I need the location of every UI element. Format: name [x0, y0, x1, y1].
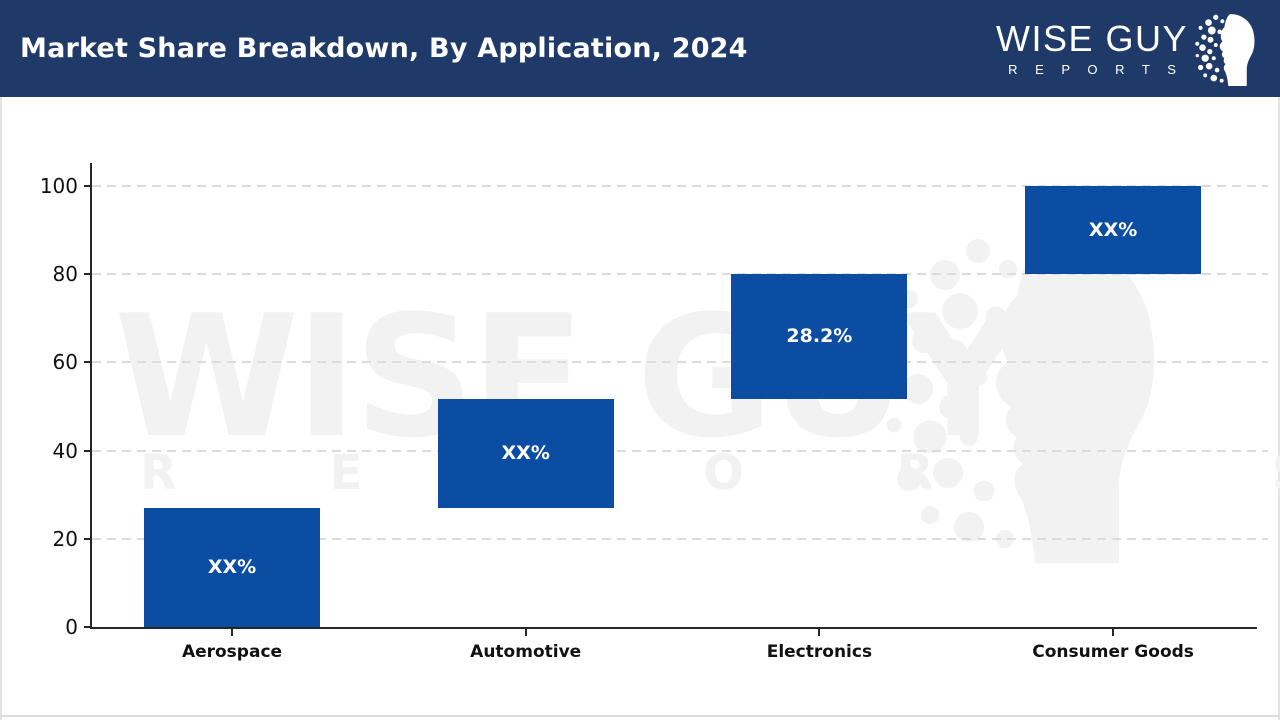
wiseguy-head-icon — [1195, 13, 1255, 86]
wiseguy-logo: WISE GUY R E P O R T S — [996, 8, 1258, 90]
ytick-label-100: 100 — [39, 174, 78, 198]
bar-value-label: XX% — [207, 556, 257, 579]
wiseguy-logo-wordmark: WISE GUY — [995, 17, 1188, 59]
watermark-head-icon — [885, 236, 1155, 563]
ytick-mark-0 — [84, 626, 92, 628]
ytick-label-80: 80 — [52, 262, 78, 287]
xtick-label-2: Electronics — [766, 642, 873, 662]
bar-value-label: XX% — [501, 442, 550, 465]
gridline-y80 — [92, 273, 1268, 276]
bar-aerospace: XX% — [144, 507, 320, 627]
bar-electronics: 28.2% — [731, 274, 908, 399]
footer-divider-line — [0, 715, 1280, 717]
xtick-mark-3 — [1112, 627, 1115, 636]
xtick-mark-0 — [231, 627, 233, 636]
ytick-mark-100 — [84, 185, 92, 187]
bar-automotive: XX% — [437, 398, 614, 508]
bar-value-label: 28.2% — [786, 325, 853, 348]
gridline-y20 — [92, 537, 1268, 540]
bar-consumer-goods: XX% — [1025, 186, 1202, 275]
ytick-label-40: 40 — [52, 438, 78, 463]
header-band: Market Share Breakdown, By Application, … — [0, 0, 1280, 97]
ytick-label-0: 0 — [65, 615, 78, 639]
gridline-y40 — [92, 449, 1268, 452]
ytick-mark-60 — [84, 361, 92, 364]
gridline-y60 — [92, 361, 1268, 364]
ytick-mark-40 — [84, 449, 92, 452]
page-title: Market Share Breakdown, By Application, … — [20, 33, 748, 64]
ytick-label-20: 20 — [52, 526, 78, 551]
bar-value-label: XX% — [1088, 219, 1138, 242]
xtick-mark-1 — [524, 627, 527, 636]
xtick-label-0: Aerospace — [181, 642, 283, 662]
xtick-mark-2 — [818, 627, 821, 636]
xtick-label-1: Automotive — [470, 642, 582, 662]
wiseguy-logo-reports: R E P O R T S — [1008, 61, 1183, 77]
gridline-y100 — [92, 185, 1268, 187]
xtick-label-3: Consumer Goods — [1032, 642, 1194, 662]
x-axis-spine — [90, 627, 1257, 629]
y-axis-spine — [90, 163, 92, 629]
ytick-label-60: 60 — [52, 350, 78, 375]
chart-canvas: WISE GUY R E P O R T S 0 20 40 60 80 100 XX% Ae… — [0, 97, 1280, 720]
ytick-mark-80 — [84, 273, 92, 276]
wiseguy-logo-text: WISE GUY R E P O R T S — [995, 17, 1188, 77]
ytick-mark-20 — [84, 537, 92, 540]
